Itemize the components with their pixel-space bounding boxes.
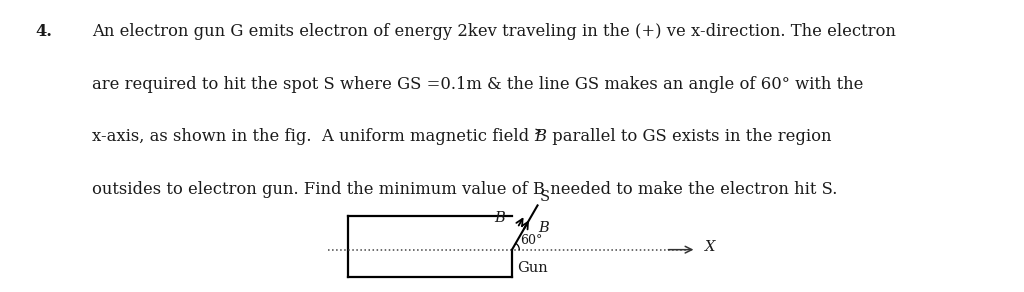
Text: B: B [495, 211, 505, 225]
Text: An electron gun G emits electron of energy 2kev traveling in the (+) ve x-direct: An electron gun G emits electron of ener… [92, 23, 896, 40]
Text: Gun: Gun [517, 261, 548, 275]
Text: X: X [705, 240, 715, 254]
Text: 60°: 60° [520, 234, 543, 247]
Text: outsides to electron gun. Find the minimum value of B needed to make the electro: outsides to electron gun. Find the minim… [92, 181, 838, 198]
Text: are required to hit the spot S where GS =0.1m & the line GS makes an angle of 60: are required to hit the spot S where GS … [92, 76, 863, 93]
Text: x-axis, as shown in the fig.  A uniform magnetic field: x-axis, as shown in the fig. A uniform m… [92, 128, 535, 145]
Text: parallel to GS exists in the region: parallel to GS exists in the region [547, 128, 831, 145]
Text: S: S [540, 190, 550, 204]
Text: B: B [535, 128, 547, 145]
Text: 4.: 4. [36, 23, 53, 40]
Text: B: B [539, 221, 549, 235]
